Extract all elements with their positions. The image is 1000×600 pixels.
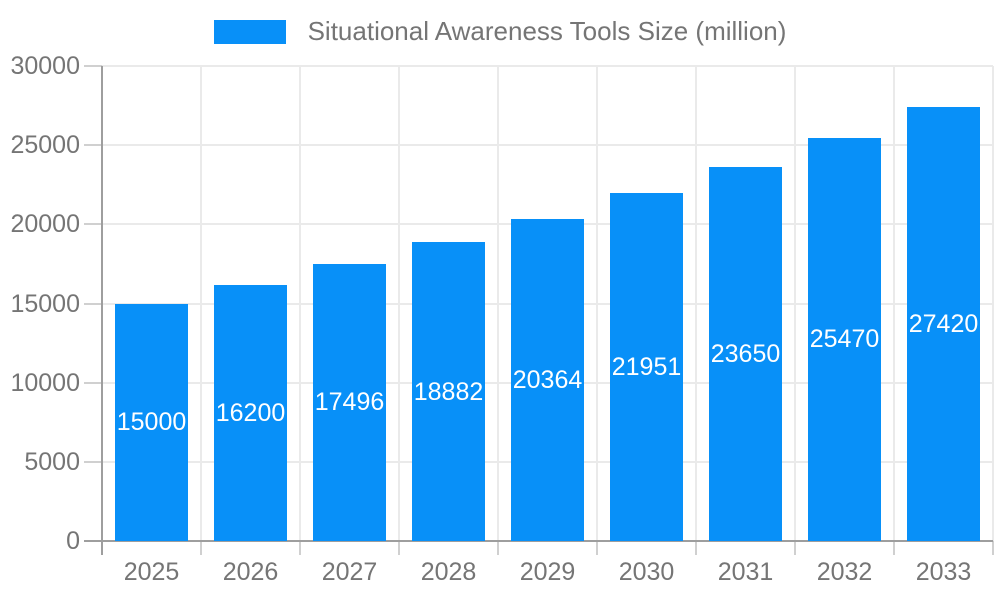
legend-swatch [213, 19, 286, 44]
legend: Situational Awareness Tools Size (millio… [0, 16, 1000, 47]
y-tick [84, 302, 102, 305]
bar[interactable] [610, 193, 683, 541]
v-gridline [200, 66, 202, 541]
bar[interactable] [709, 166, 782, 541]
x-tick-label: 2033 [915, 558, 972, 586]
y-tick-label: 15000 [10, 289, 80, 318]
legend-item[interactable]: Situational Awareness Tools Size (millio… [213, 16, 787, 47]
bar[interactable] [214, 284, 287, 541]
v-gridline [398, 66, 400, 541]
x-tick [299, 541, 301, 555]
y-axis-line [101, 66, 103, 555]
h-gridline [102, 65, 993, 67]
x-tick-label: 2025 [123, 558, 180, 586]
y-tick [84, 460, 102, 463]
x-tick [695, 541, 697, 555]
x-axis-line [84, 540, 993, 542]
v-gridline [695, 66, 697, 541]
x-tick [992, 541, 994, 555]
bar[interactable] [907, 106, 980, 541]
x-tick-label: 2032 [816, 558, 873, 586]
x-tick [200, 541, 202, 555]
x-tick-label: 2027 [321, 558, 378, 586]
x-tick-label: 2029 [519, 558, 576, 586]
v-gridline [893, 66, 895, 541]
v-gridline [992, 66, 994, 541]
x-tick-label: 2030 [618, 558, 675, 586]
y-tick [84, 65, 102, 67]
y-tick [84, 223, 102, 226]
bar[interactable] [313, 263, 386, 541]
bar[interactable] [412, 242, 485, 541]
x-tick [596, 541, 598, 555]
y-tick-label: 5000 [24, 447, 80, 476]
x-tick-label: 2026 [222, 558, 279, 586]
x-tick-label: 2031 [717, 558, 774, 586]
y-tick-label: 0 [66, 527, 80, 555]
x-tick [794, 541, 796, 555]
y-tick-label: 10000 [10, 368, 80, 397]
y-tick [84, 381, 102, 384]
y-tick [84, 144, 102, 147]
h-gridline [102, 144, 993, 147]
legend-label: Situational Awareness Tools Size (millio… [307, 16, 787, 46]
x-tick [893, 541, 895, 555]
bar[interactable] [115, 303, 188, 541]
x-tick [497, 541, 499, 555]
x-tick-label: 2028 [420, 558, 477, 586]
bar[interactable] [511, 218, 584, 541]
v-gridline [497, 66, 499, 541]
v-gridline [299, 66, 301, 541]
y-tick-label: 20000 [10, 210, 80, 239]
y-tick-label: 30000 [10, 52, 80, 80]
bar[interactable] [808, 137, 881, 541]
v-gridline [794, 66, 796, 541]
y-tick-label: 25000 [10, 131, 80, 160]
v-gridline [596, 66, 598, 541]
x-tick [398, 541, 400, 555]
